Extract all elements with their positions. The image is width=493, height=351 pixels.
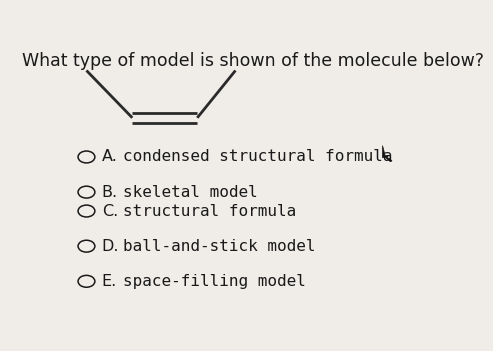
Text: E.: E. [102, 274, 117, 289]
Text: What type of model is shown of the molecule below?: What type of model is shown of the molec… [22, 52, 484, 69]
Text: C.: C. [102, 204, 118, 219]
Text: structural formula: structural formula [123, 204, 296, 219]
Text: A.: A. [102, 150, 118, 165]
Polygon shape [383, 146, 392, 162]
Text: condensed structural formula: condensed structural formula [123, 150, 392, 165]
Text: B.: B. [102, 185, 118, 200]
Text: ball-and-stick model: ball-and-stick model [123, 239, 315, 254]
Text: space-filling model: space-filling model [123, 274, 306, 289]
Text: skeletal model: skeletal model [123, 185, 257, 200]
Text: D.: D. [102, 239, 119, 254]
